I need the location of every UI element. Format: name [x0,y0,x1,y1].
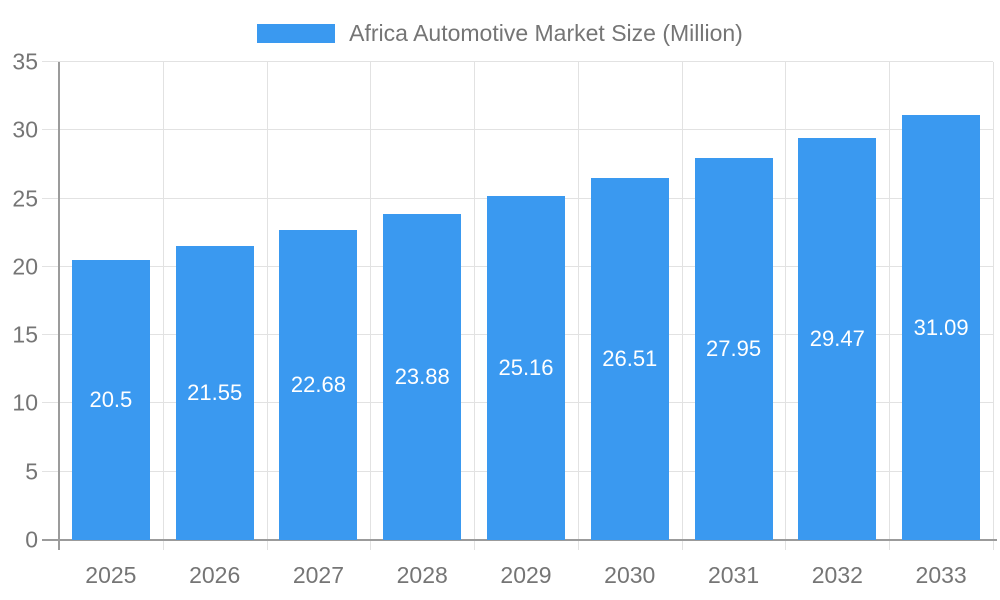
bar-value-label: 31.09 [913,314,969,340]
bar-value-label: 29.47 [809,325,865,351]
legend-swatch [257,23,336,43]
bar-2030[interactable] [590,177,669,540]
y-tick-label-25: 25 [12,185,38,212]
x-tick-label-2032: 2032 [811,562,863,588]
y-tick-label-20: 20 [12,253,38,280]
x-tick-label-2026: 2026 [189,562,241,588]
v-gridline [785,62,787,550]
h-gridline [42,61,993,62]
legend-label: Africa Automotive Market Size (Million) [349,19,743,46]
bar-value-label: 25.16 [498,355,554,381]
h-gridline [42,129,993,131]
y-tick-label-35: 35 [12,48,38,75]
x-tick-label-2033: 2033 [915,562,967,588]
y-tick-label-15: 15 [12,321,38,348]
v-gridline [889,62,891,550]
x-axis-line [42,539,997,541]
bar-value-label: 26.51 [602,345,658,371]
bar-value-label: 22.68 [290,372,346,398]
y-tick-label-30: 30 [12,116,38,143]
bar-2032[interactable] [798,137,877,540]
v-gridline [474,62,476,550]
bar-2027[interactable] [279,230,358,540]
y-tick-label-10: 10 [12,389,38,416]
x-tick-label-2025: 2025 [85,562,137,588]
x-tick-label-2031: 2031 [707,562,760,588]
bar-2025[interactable] [71,260,150,540]
y-tick-label-0: 0 [25,526,38,553]
x-tick-label-2030: 2030 [604,562,656,588]
v-gridline [370,62,372,550]
bar-2031[interactable] [694,158,773,540]
y-axis-line [58,62,60,550]
bar-value-label: 21.55 [187,379,243,405]
bar-2026[interactable] [175,245,254,540]
v-gridline [681,62,683,550]
x-tick-label-2028: 2028 [396,562,448,588]
bar-value-label: 20.5 [89,387,133,413]
v-gridline [266,62,268,550]
bar-value-label: 27.95 [706,336,762,362]
x-tick-label-2029: 2029 [500,562,552,588]
y-tick-label-5: 5 [25,458,38,485]
bar-value-label: 23.88 [394,363,450,389]
bar-2028[interactable] [383,213,462,540]
v-gridline [577,62,579,550]
plot-area: 20.5 21.55 22.68 23.88 25.16 26.51 27.95 29.47 3… [12,49,997,588]
chart-legend[interactable]: Africa Automotive Market Size (Million) [0,20,1000,46]
x-tick-label-2027: 2027 [292,562,345,588]
v-gridline [162,62,164,550]
bar-2033[interactable] [902,115,981,540]
bar-2029[interactable] [487,196,565,540]
v-gridline [993,62,994,550]
